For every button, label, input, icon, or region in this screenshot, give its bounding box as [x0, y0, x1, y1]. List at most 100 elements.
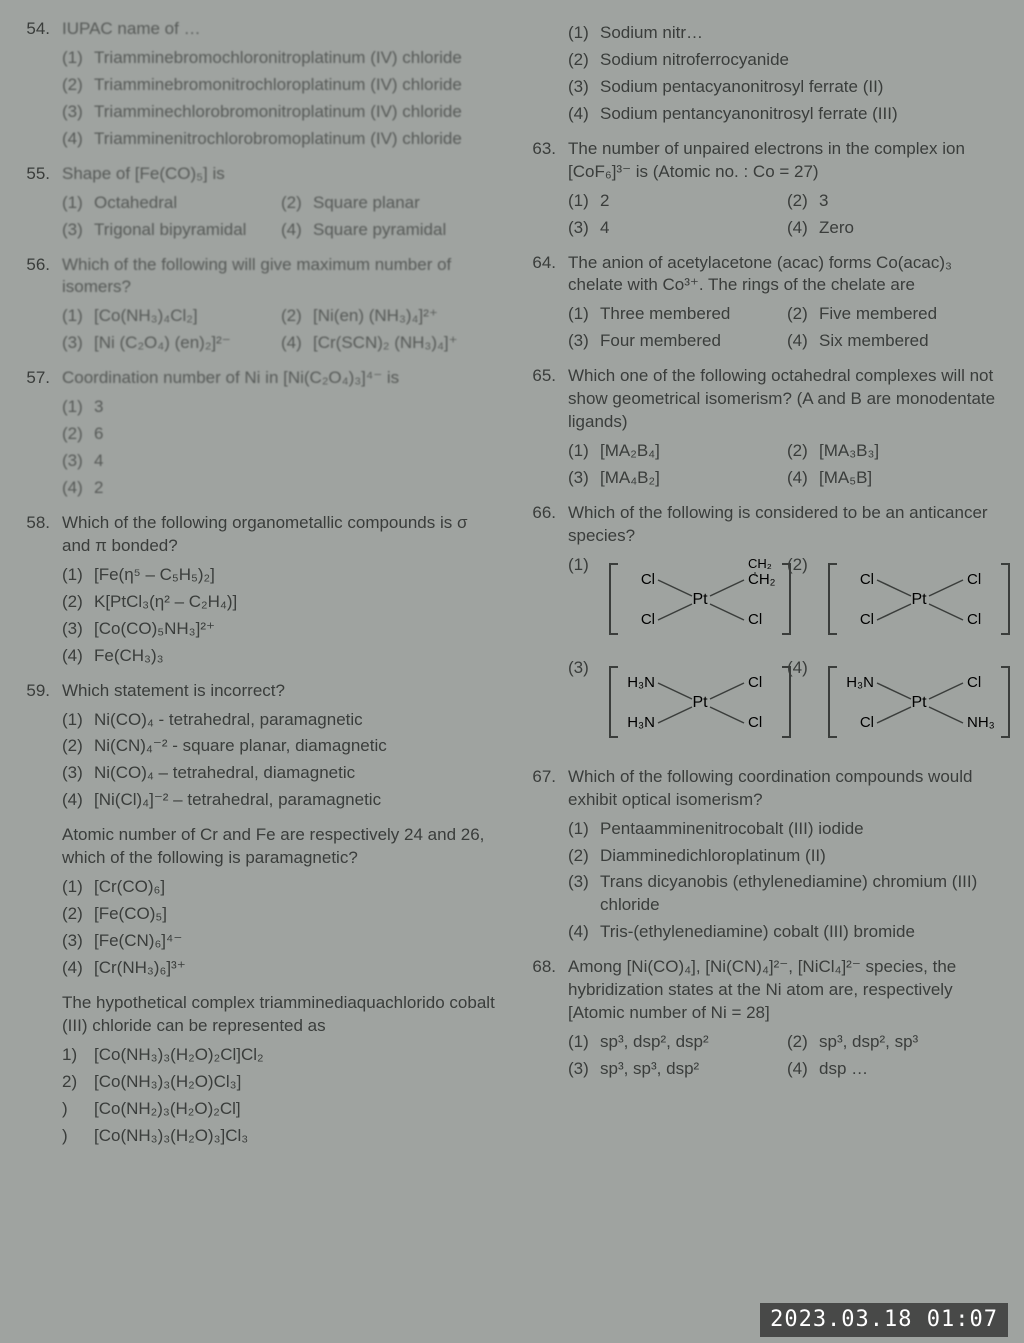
option: (3)Four membered	[568, 328, 787, 355]
option: (1)Sodium nitr…	[568, 20, 1006, 47]
option-number: (3)	[62, 219, 88, 242]
option: (1)Three membered	[568, 301, 787, 328]
option: (4)Fe(CH₃)₃	[62, 643, 500, 670]
options: (1)Octahedral(2)Square planar(3)Trigonal…	[62, 190, 500, 244]
option-text: Five membered	[819, 303, 937, 326]
question: 56.Which of the following will give maxi…	[18, 254, 500, 358]
option-text: Trigonal bipyramidal	[94, 219, 246, 242]
option-text: Trans dicyanobis (ethylenediamine) chrom…	[600, 871, 1002, 917]
option-text: Three membered	[600, 303, 730, 326]
question-number	[524, 18, 560, 128]
option-number: (2)	[787, 440, 813, 463]
question-number	[18, 992, 54, 1150]
option-number: (4)	[787, 217, 813, 240]
option-number: (4)	[62, 128, 88, 151]
option-number: (2)	[62, 735, 88, 758]
option: (2) [Fe(CO)₅]	[62, 901, 500, 928]
option: (4)Six membered	[787, 328, 1006, 355]
option-number: (3)	[568, 217, 594, 240]
options-row: (1) Cl Cl Pt CH₂ Cl CH₂ (2) Cl Cl Pt Cl	[568, 552, 1006, 653]
svg-text:NH₃: NH₃	[967, 714, 995, 731]
question-body: Atomic number of Cr and Fe are respectiv…	[62, 824, 500, 982]
question-body: Shape of [Fe(CO)₅] is (1)Octahedral(2)Squ…	[62, 163, 500, 244]
option: (3)[MA₄B₂]	[568, 465, 787, 492]
svg-text:CH₂: CH₂	[748, 571, 776, 588]
option-text: Ni(CO)₄ – tetrahedral, diamagnetic	[94, 762, 355, 785]
option-text: 2	[600, 190, 609, 213]
option-number: (4)	[568, 921, 594, 944]
option-number: (3)	[568, 467, 594, 490]
svg-text:Cl: Cl	[748, 674, 762, 691]
svg-text:Cl: Cl	[967, 571, 981, 588]
option: (4) Tris-(ethylenediamine) cobalt (III) b…	[568, 919, 1006, 946]
option-number: (1)	[62, 305, 88, 328]
option-text: Ni(CN)₄⁻² - square planar, diamagnetic	[94, 735, 387, 758]
structure-diagram: Cl Cl Pt CH₂ Cl CH₂	[600, 554, 800, 651]
options-row: (3) H₃N H₃N Pt Cl Cl (4) H₃N Cl Pt Cl NH…	[568, 655, 1006, 756]
option-text: 6	[94, 423, 103, 446]
options: (1)[Fe(η⁵ – C₅H₅)₂](2)K[PtCl₃(η² – C₂H₄)…	[62, 562, 500, 670]
option-text: [Cr(CO)₆]	[94, 876, 165, 899]
option-number: (3)	[62, 450, 88, 473]
option-number: (2)	[787, 554, 813, 651]
option-text: Tris-(ethylenediamine) cobalt (III) brom…	[600, 921, 915, 944]
option-text: Six membered	[819, 330, 929, 353]
option-number: (1)	[62, 709, 88, 732]
option: (1)Octahedral	[62, 190, 281, 217]
option-number: (3)	[62, 101, 88, 124]
question-number: 65.	[524, 365, 560, 492]
option-text: [Cr(SCN)₂ (NH₃)₄]⁺	[313, 332, 458, 355]
svg-text:H₃N: H₃N	[846, 674, 874, 691]
option-number: (2)	[62, 903, 88, 926]
option-text: [MA₂B₄]	[600, 440, 660, 463]
svg-text:Cl: Cl	[748, 611, 762, 628]
options: (1)sp³, dsp², dsp²(2)sp³, dsp², sp³(3)sp…	[568, 1029, 1006, 1083]
option-number: (4)	[62, 957, 88, 980]
options: (1)Pentaamminenitrocobalt (III) iodide(2…	[568, 816, 1006, 947]
option: (2) 6	[62, 421, 500, 448]
option-text: Diamminedichloroplatinum (II)	[600, 845, 826, 868]
option-number: (2)	[568, 845, 594, 868]
option-number: 1)	[62, 1044, 88, 1067]
question-stem: Which of the following will give maximum…	[62, 254, 500, 300]
option-number: (4)	[281, 219, 307, 242]
option-text: [Fe(CN)₆]⁴⁻	[94, 930, 182, 953]
option: 2)[Co(NH₃)₃(H₂O)Cl₃]	[62, 1069, 500, 1096]
option: (3)Sodium pentacyanonitrosyl ferrate (II…	[568, 74, 1006, 101]
option-number: (4)	[62, 477, 88, 500]
option-number: (2)	[62, 591, 88, 614]
option-number: (2)	[62, 423, 88, 446]
svg-text:Cl: Cl	[967, 674, 981, 691]
question-stem: Shape of [Fe(CO)₅] is	[62, 163, 500, 186]
option-text: [Ni(en) (NH₃)₄]²⁺	[313, 305, 438, 328]
option: (3) Ni(CO)₄ – tetrahedral, diamagnetic	[62, 760, 500, 787]
option: (3) Trigonal bipyramidal	[62, 217, 281, 244]
option: (4)dsp …	[787, 1056, 1006, 1083]
question-stem: Which of the following is considered to …	[568, 502, 1006, 548]
options: (1)[MA₂B₄](2)[MA₃B₃](3)[MA₄B₂](4)[MA₅B]	[568, 438, 1006, 492]
structure-diagram: H₃N H₃N Pt Cl Cl	[600, 657, 800, 754]
option-text: [Co(NH₃)₄Cl₂]	[94, 305, 198, 328]
option: )[Co(NH₂)₃(H₂O)₂Cl]	[62, 1096, 500, 1123]
structure-diagram: H₃N Cl Pt Cl NH₃	[819, 657, 1019, 754]
option-number: (4)	[62, 645, 88, 668]
option: (1)Pentaamminenitrocobalt (III) iodide	[568, 816, 1006, 843]
question: 67.Which of the following coordination c…	[524, 766, 1006, 947]
option-text: 3	[819, 190, 828, 213]
question-body: Which statement is incorrect?(1)Ni(CO)₄ …	[62, 680, 500, 815]
question-number: 55.	[18, 163, 54, 244]
option: (4)Square pyramidal	[281, 217, 500, 244]
question-body: Which of the following organometallic co…	[62, 512, 500, 670]
option-number: (1)	[62, 564, 88, 587]
option: (4) H₃N Cl Pt Cl NH₃	[787, 655, 1006, 756]
question: (1)Sodium nitr…(2)Sodium nitroferrocyani…	[524, 18, 1006, 128]
option: (4)Sodium pentancyanonitrosyl ferrate (I…	[568, 101, 1006, 128]
option-number: (3)	[62, 618, 88, 641]
question-body: IUPAC name of …(1)Triamminebromochloroni…	[62, 18, 500, 153]
option-number: (3)	[62, 762, 88, 785]
option-number: (2)	[787, 303, 813, 326]
option-text: [Fe(CO)₅]	[94, 903, 167, 926]
question: 66.Which of the following is considered …	[524, 502, 1006, 756]
option-text: [Co(NH₃)₃(H₂O)₃]Cl₃	[94, 1125, 248, 1148]
question-stem: The anion of acetylacetone (acac) forms …	[568, 252, 1006, 298]
